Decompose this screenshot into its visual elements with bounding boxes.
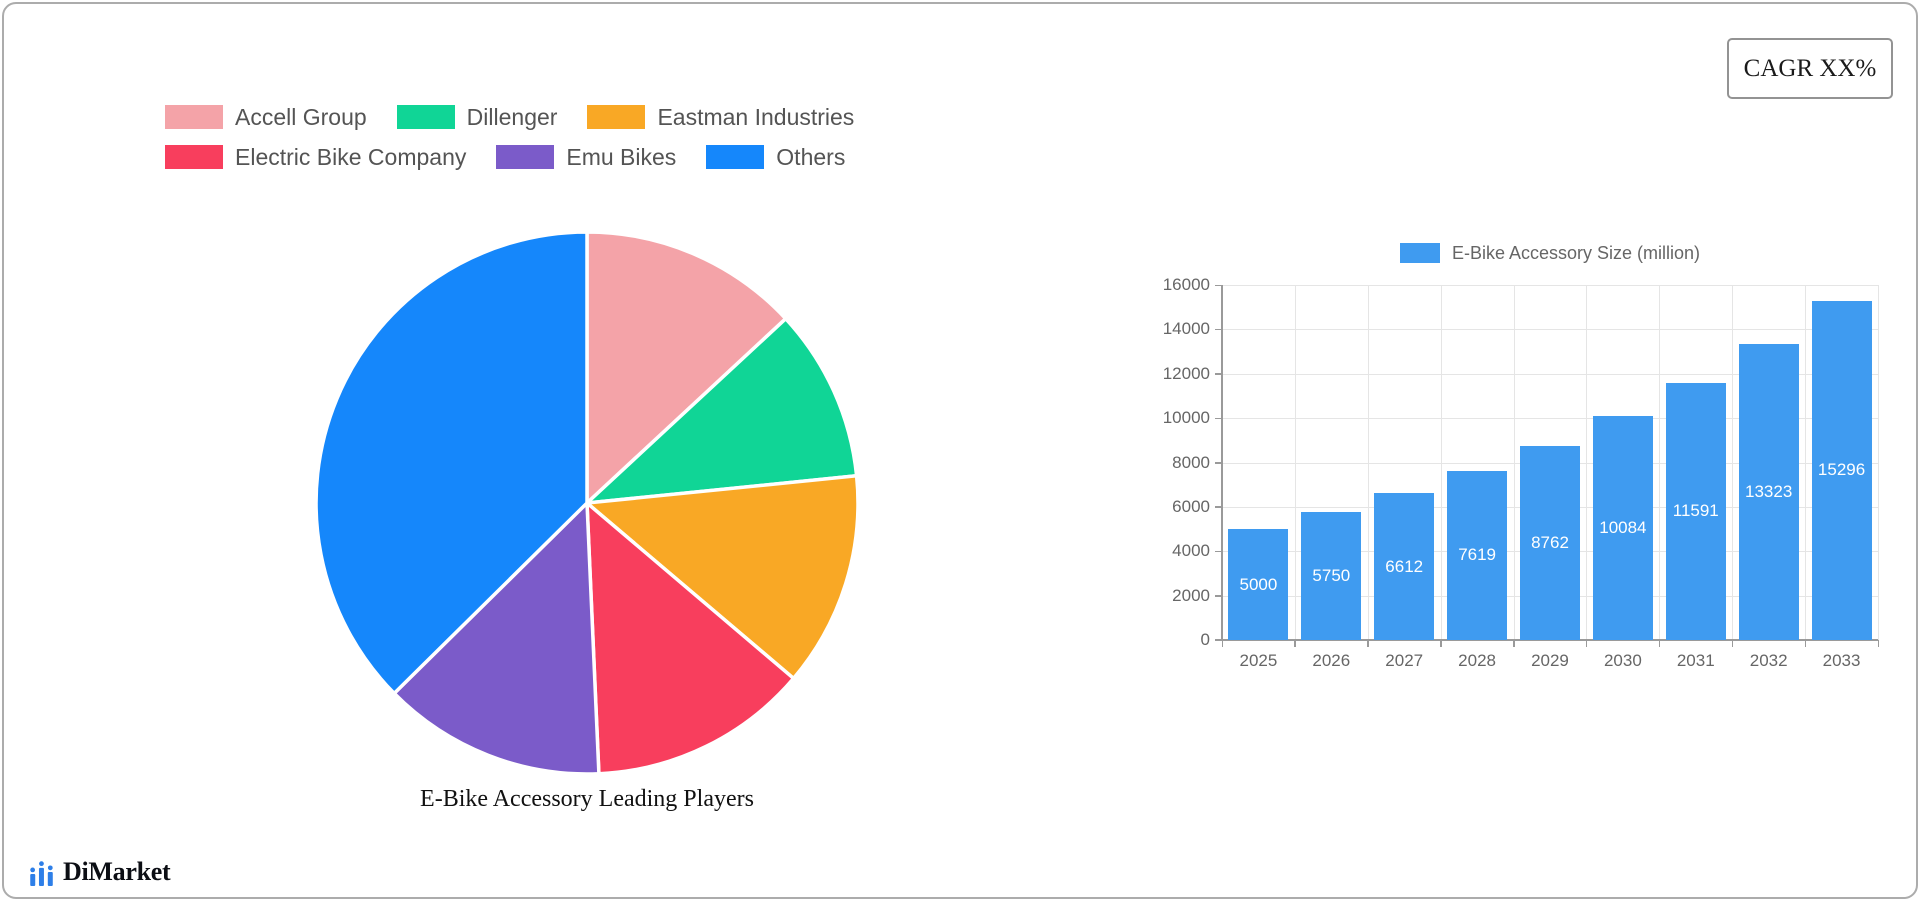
bar-legend-swatch [1399, 243, 1440, 263]
y-axis-label: 2000 [1172, 585, 1210, 605]
pie-slice-others[interactable] [314, 230, 589, 696]
gridline-horizontal [1222, 373, 1878, 375]
gridline-horizontal [1222, 285, 1878, 286]
bar-2032[interactable] [1738, 344, 1799, 640]
x-axis-label: 2033 [1822, 651, 1861, 670]
bar-2031[interactable] [1665, 382, 1726, 640]
gridline-vertical [1659, 285, 1661, 640]
y-axis-tick [1215, 462, 1222, 464]
pie-slice-dillenger[interactable] [585, 316, 859, 505]
gridline-vertical [1586, 285, 1588, 640]
gridline-vertical [1878, 285, 1879, 640]
gridline-vertical [1367, 285, 1369, 640]
x-axis-label: 2029 [1531, 651, 1569, 670]
gridline-vertical [1440, 285, 1442, 640]
legend-swatch [165, 145, 223, 169]
legend-item-electric-bike-company[interactable]: Electric Bike Company [165, 145, 466, 169]
y-axis-label: 12000 [1162, 363, 1210, 383]
gridline-vertical [1732, 285, 1734, 640]
x-axis-tick [1221, 640, 1223, 647]
bar-legend-item[interactable]: E-Bike Accessory Size (million) [1222, 241, 1878, 265]
bar-2027[interactable] [1374, 493, 1435, 640]
legend-item-emu-bikes[interactable]: Emu Bikes [496, 145, 676, 169]
y-axis-label: 10000 [1162, 408, 1210, 428]
legend-label: Emu Bikes [566, 144, 677, 170]
y-axis-label: 0 [1200, 630, 1210, 649]
bar-2029[interactable] [1520, 445, 1580, 640]
pie-chart [314, 230, 860, 776]
gridline-vertical [1805, 285, 1807, 640]
y-axis-label: 6000 [1172, 496, 1210, 516]
pie-legend-row: Electric Bike Company Emu Bikes Others [165, 143, 1145, 171]
pie-slice-electric-bike-company[interactable] [585, 501, 796, 776]
gridline-horizontal [1222, 329, 1878, 331]
x-axis-label: 2026 [1312, 651, 1351, 670]
x-axis-tick [1658, 640, 1661, 647]
x-axis-label: 2027 [1385, 651, 1424, 670]
y-axis-label: 14000 [1162, 319, 1210, 339]
bar-2030[interactable] [1592, 416, 1653, 640]
dimarket-logo-text: DiMarket [63, 857, 171, 886]
y-axis-label: 8000 [1172, 452, 1210, 472]
bar-legend-label: E-Bike Accessory Size (million) [1451, 242, 1701, 263]
gridline-vertical [1294, 285, 1296, 640]
dimarket-logo: DiMarket [30, 856, 171, 888]
legend-item-accell-group[interactable]: Accell Group [165, 105, 367, 129]
x-axis-tick [1585, 640, 1588, 647]
cagr-badge: CAGR XX% [1727, 38, 1893, 99]
bar-2028[interactable] [1447, 470, 1508, 640]
x-axis-tick [1731, 640, 1734, 647]
gridline-horizontal [1222, 418, 1878, 420]
pie-chart-title: E-Bike Accessory Leading Players [420, 786, 754, 812]
x-axis-tick [1294, 640, 1296, 647]
x-axis-label: 2032 [1749, 651, 1788, 670]
legend-swatch [587, 105, 646, 129]
bar-2033[interactable] [1811, 300, 1872, 640]
legend-label: Dillenger [466, 104, 558, 130]
legend-label: Eastman Industries [657, 104, 855, 130]
bar-2026[interactable] [1301, 512, 1362, 640]
bar-2025[interactable] [1228, 529, 1289, 640]
x-axis-tick [1513, 640, 1515, 647]
y-axis-tick [1215, 595, 1222, 597]
y-axis-label: 16000 [1162, 275, 1210, 294]
legend-swatch [165, 105, 223, 129]
legend-item-others[interactable]: Others [706, 145, 845, 169]
x-axis-tick [1877, 640, 1879, 647]
x-axis-label: 2031 [1676, 651, 1715, 670]
y-axis-tick [1215, 550, 1222, 553]
y-axis-tick [1215, 506, 1222, 508]
y-axis-tick [1215, 284, 1222, 286]
pie-legend: Accell Group Dillenger Eastman Industries E… [165, 103, 1145, 183]
legend-swatch [706, 145, 765, 169]
y-axis-tick [1215, 373, 1222, 375]
pie-slice-eastman-industries[interactable] [585, 474, 860, 681]
legend-swatch [496, 145, 555, 169]
legend-item-dillenger[interactable]: Dillenger [396, 104, 558, 130]
x-axis-label: 2030 [1603, 651, 1642, 670]
legend-swatch [396, 105, 455, 129]
y-axis-tick [1215, 328, 1222, 331]
legend-label: Accell Group [235, 104, 367, 130]
legend-label: Electric Bike Company [235, 144, 467, 170]
x-axis-label: 2025 [1239, 651, 1278, 670]
y-axis-label: 4000 [1172, 541, 1210, 561]
x-axis-tick [1440, 640, 1442, 647]
pie-legend-row: Accell Group Dillenger Eastman Industries [165, 103, 1145, 131]
y-axis-tick [1215, 417, 1222, 420]
gridline-vertical [1513, 285, 1515, 640]
pie-slice-accell-group[interactable] [585, 230, 788, 505]
legend-item-eastman-industries[interactable]: Eastman Industries [587, 105, 854, 129]
x-axis-tick [1367, 640, 1369, 647]
x-axis-label: 2028 [1458, 651, 1496, 670]
x-axis-line [1215, 639, 1878, 641]
x-axis-tick [1804, 640, 1807, 647]
cagr-label: CAGR XX% [1743, 54, 1877, 82]
dimarket-bars-icon [30, 860, 53, 886]
pie-slice-emu-bikes[interactable] [392, 501, 601, 776]
legend-label: Others [776, 144, 846, 170]
y-axis-line [1221, 285, 1223, 640]
